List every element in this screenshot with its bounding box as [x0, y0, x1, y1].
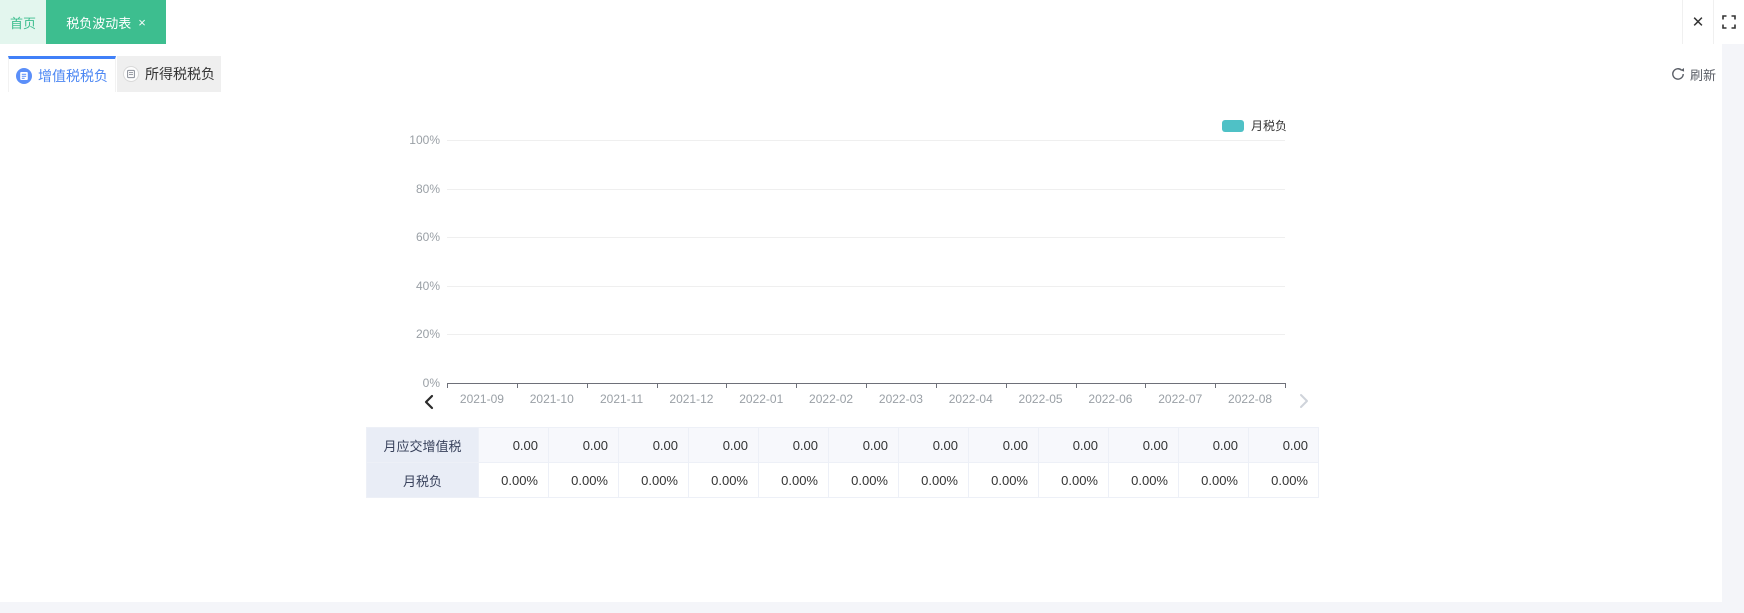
- fullscreen-icon: [1722, 15, 1736, 29]
- chart-gridline: [447, 188, 1285, 190]
- chart-scroll-left-icon[interactable]: [421, 393, 437, 411]
- window-tab-bar: 首页 税负波动表 × ✕: [0, 0, 1744, 44]
- x-axis-tick: [447, 383, 448, 388]
- table-cell-value: 0.00%: [968, 462, 1039, 498]
- x-axis-category-label: 2022-06: [1088, 392, 1133, 406]
- x-axis-tick: [1145, 383, 1147, 388]
- table-cell-value: 0.00%: [478, 462, 549, 498]
- table-cell-value: 0.00%: [688, 462, 759, 498]
- window-tab-tax-fluctuation[interactable]: 税负波动表 ×: [46, 0, 166, 44]
- x-axis-category-label: 2022-04: [948, 392, 993, 406]
- window-tab-label: 税负波动表: [66, 15, 132, 31]
- tab-vat-burden-label: 增值税税负: [38, 67, 108, 84]
- x-axis-category-label: 2021-11: [599, 392, 644, 406]
- fullscreen-button[interactable]: [1713, 0, 1744, 44]
- y-axis-tick-label: 100%: [409, 133, 440, 147]
- y-axis-tick-label: 80%: [415, 181, 440, 196]
- y-axis-tick-label: 20%: [415, 327, 440, 342]
- legend-label: 月税负: [1251, 119, 1288, 133]
- table-cell-value: 0.00: [828, 427, 899, 463]
- table-cell-value: 0.00: [1108, 427, 1179, 463]
- y-axis-tick-label: 0%: [422, 376, 440, 390]
- x-axis-tick: [726, 383, 728, 388]
- refresh-button[interactable]: 刷新: [1671, 56, 1716, 92]
- chart-gridline: [447, 237, 1285, 239]
- x-axis-tick: [1005, 383, 1007, 388]
- table-cell-value: 0.00: [478, 427, 549, 463]
- table-row-label: 月应交增值税: [366, 427, 479, 463]
- table-cell-value: 0.00: [968, 427, 1039, 463]
- content-panel: 增值税税负 所得税税负 刷新 月税负: [0, 44, 1722, 602]
- table-cell-value: 0.00%: [1108, 462, 1179, 498]
- table-cell-value: 0.00%: [828, 462, 899, 498]
- table-cell-value: 0.00: [1038, 427, 1109, 463]
- x-axis-tick: [586, 383, 588, 388]
- close-icon: ✕: [1691, 14, 1705, 31]
- x-axis-tick: [866, 383, 867, 388]
- table-cell-value: 0.00%: [618, 462, 689, 498]
- table-cell-value: 0.00%: [548, 462, 619, 498]
- x-axis-tick: [516, 383, 518, 388]
- table-cell-value: 0.00%: [1038, 462, 1109, 498]
- x-axis-tick: [1075, 383, 1077, 388]
- table-cell-value: 0.00: [688, 427, 759, 463]
- tab-income-tax-burden-label: 所得税税负: [145, 66, 215, 82]
- tab-vat-burden[interactable]: 增值税税负: [8, 56, 116, 92]
- x-axis-category-label: 2022-03: [878, 392, 923, 406]
- x-axis-category-label: 2022-08: [1228, 392, 1273, 406]
- income-tax-tab-icon: [123, 66, 139, 82]
- close-button[interactable]: ✕: [1682, 0, 1713, 44]
- x-axis-tick: [1215, 383, 1217, 388]
- x-axis-category-label: 2022-01: [739, 392, 784, 406]
- x-axis-category-label: 2021-10: [529, 392, 574, 406]
- table-cell-value: 0.00%: [1178, 462, 1249, 498]
- chart-legend-item[interactable]: 月税负: [1222, 117, 1287, 134]
- refresh-label: 刷新: [1689, 67, 1716, 83]
- vat-tab-icon: [16, 67, 32, 84]
- chart-scroll-right-icon[interactable]: [1296, 392, 1312, 410]
- x-axis-category-label: 2022-07: [1158, 392, 1203, 406]
- table-cell-value: 0.00: [1248, 427, 1319, 463]
- y-axis-tick-label: 40%: [415, 278, 440, 293]
- tax-data-table: 月应交增值税 0.00 0.00 0.00 0.00 0.00 0.00 0.00 0.00 0.…: [366, 427, 1319, 498]
- table-cell-value: 0.00%: [1248, 462, 1319, 498]
- table-cell-value: 0.00: [898, 427, 969, 463]
- table-cell-value: 0.00: [618, 427, 689, 463]
- table-cell-value: 0.00: [758, 427, 829, 463]
- table-cell-value: 0.00%: [898, 462, 969, 498]
- chart-gridline: [447, 140, 1285, 141]
- legend-swatch: [1222, 119, 1244, 132]
- table-cell-value: 0.00: [548, 427, 619, 463]
- chart-gridline: [447, 285, 1285, 287]
- x-axis-category-label: 2022-02: [809, 392, 854, 406]
- x-axis-category-label: 2021-09: [459, 392, 504, 406]
- tab-income-tax-burden[interactable]: 所得税税负: [117, 56, 221, 92]
- window-tab-home-label: 首页: [9, 15, 36, 31]
- y-axis-tick-label: 60%: [415, 230, 440, 245]
- refresh-icon: [1672, 68, 1685, 80]
- table-row: 月应交增值税 0.00 0.00 0.00 0.00 0.00 0.00 0.00 0.00 0.…: [366, 427, 1319, 463]
- tab-close-icon[interactable]: ×: [138, 14, 146, 30]
- table-cell-value: 0.00: [1178, 427, 1249, 463]
- x-axis-tick: [656, 383, 658, 388]
- x-axis-tick: [1285, 383, 1286, 388]
- table-cell-value: 0.00%: [758, 462, 829, 498]
- x-axis-category-label: 2021-12: [669, 392, 714, 406]
- x-axis-tick: [796, 383, 798, 388]
- chart-gridline: [447, 334, 1285, 336]
- table-row-label: 月税负: [366, 462, 479, 498]
- window-tab-home[interactable]: 首页: [0, 0, 46, 44]
- table-row: 月税负 0.00% 0.00% 0.00% 0.00% 0.00% 0.00% 0.00% 0.…: [366, 462, 1319, 498]
- x-axis-tick: [935, 383, 937, 388]
- x-axis-category-label: 2022-05: [1018, 392, 1063, 406]
